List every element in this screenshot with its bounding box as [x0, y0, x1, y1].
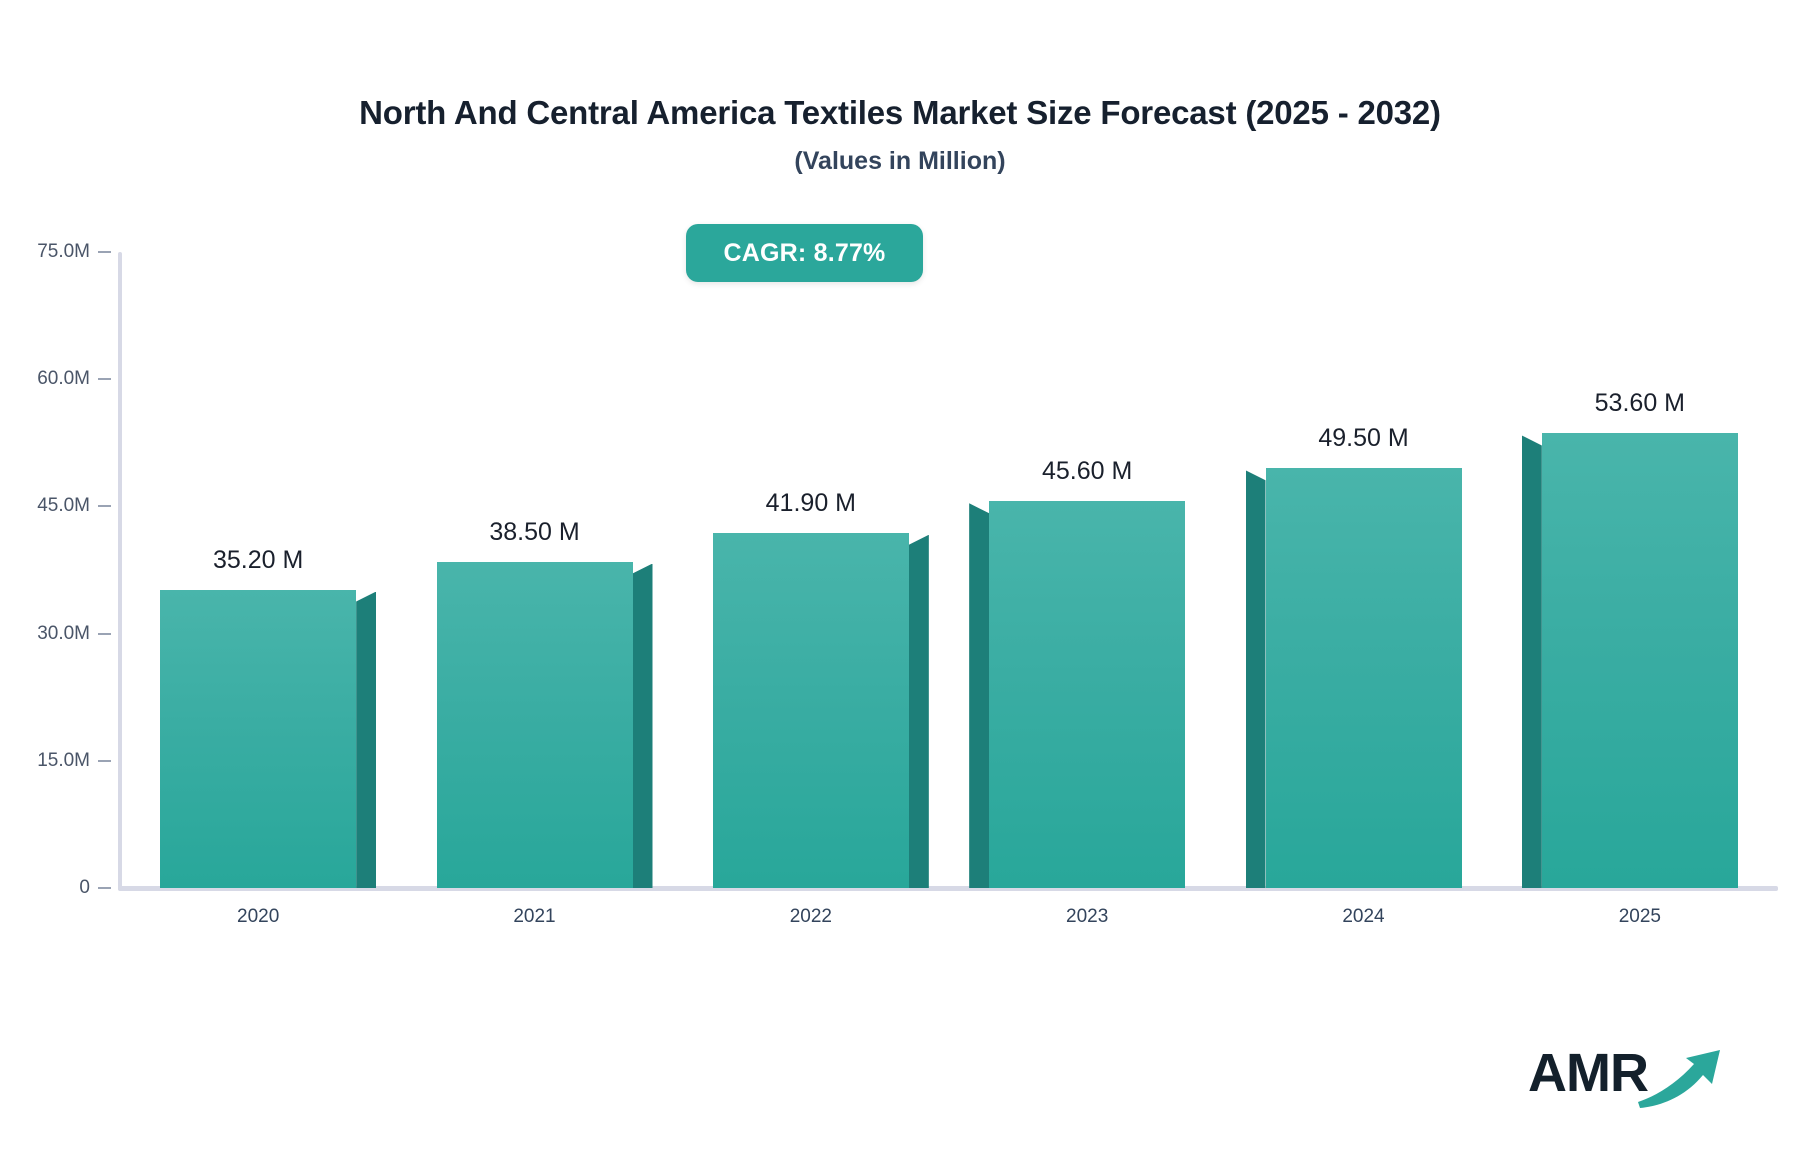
page-title: North And Central America Textiles Marke…: [359, 94, 1441, 131]
bar-front-face: [1265, 468, 1462, 888]
bar-front-face: [160, 589, 357, 888]
bar: 53.60 M: [1521, 389, 1738, 888]
title-block: North And Central America Textiles Marke…: [0, 92, 1800, 176]
bar: 38.50 M: [436, 518, 653, 888]
y-tick-label: 0: [79, 877, 90, 898]
bar-value-label: 38.50 M: [489, 517, 580, 546]
y-tick-label: 60.0M: [37, 368, 90, 390]
bar: 35.20 M: [160, 546, 377, 888]
bar-side-face: [632, 563, 653, 888]
bar-front-face: [712, 532, 909, 888]
bar-value-label: 53.60 M: [1594, 389, 1685, 418]
bar-front-face: [1541, 433, 1738, 888]
cagr-badge: CAGR: 8.77%: [686, 224, 923, 282]
y-tick-label: 15.0M: [37, 749, 90, 771]
y-tick-mark: [98, 759, 111, 762]
chart-subtitle: (Values in Million): [794, 147, 1006, 176]
x-tick-label: 2022: [789, 906, 832, 927]
y-tick-mark: [98, 505, 111, 508]
x-tick-label: 2025: [1618, 906, 1661, 927]
bar-value-label: 41.90 M: [765, 488, 856, 517]
growth-arrow-icon: [1638, 1050, 1720, 1108]
y-axis-line: [118, 252, 122, 890]
x-tick-label: 2021: [513, 906, 556, 927]
bar: 41.90 M: [712, 489, 929, 888]
bar-side-face: [969, 503, 990, 888]
y-tick-label: 45.0M: [37, 495, 90, 517]
x-tick-label: 2024: [1342, 906, 1385, 927]
x-tick-label: 2020: [237, 906, 280, 927]
bar-front-face: [436, 561, 633, 888]
bar-side-face: [1245, 470, 1266, 888]
x-axis-line: [118, 886, 1778, 891]
bar: 45.60 M: [969, 457, 1186, 888]
y-tick-label: 30.0M: [37, 622, 90, 644]
x-tick-label: 2023: [1066, 906, 1109, 927]
bar-value-label: 45.60 M: [1041, 457, 1133, 486]
bar-front-face: [989, 501, 1186, 888]
amr-logo-text: AMR: [1528, 1043, 1649, 1103]
bar: 49.50 M: [1245, 424, 1462, 888]
bar-side-face: [908, 534, 929, 888]
y-tick-mark: [98, 632, 111, 635]
amr-logo: AMR: [1528, 1040, 1720, 1112]
bar-value-label: 35.20 M: [212, 545, 304, 574]
bar-value-label: 49.50 M: [1318, 424, 1409, 453]
y-tick-label: 75.0M: [37, 241, 90, 262]
bar-side-face: [1521, 435, 1542, 888]
cagr-badge-label: CAGR: 8.77%: [723, 238, 886, 267]
bar-side-face: [356, 591, 377, 888]
y-tick-mark: [98, 378, 111, 381]
y-tick-mark: [98, 887, 111, 889]
y-tick-mark: [98, 251, 111, 253]
